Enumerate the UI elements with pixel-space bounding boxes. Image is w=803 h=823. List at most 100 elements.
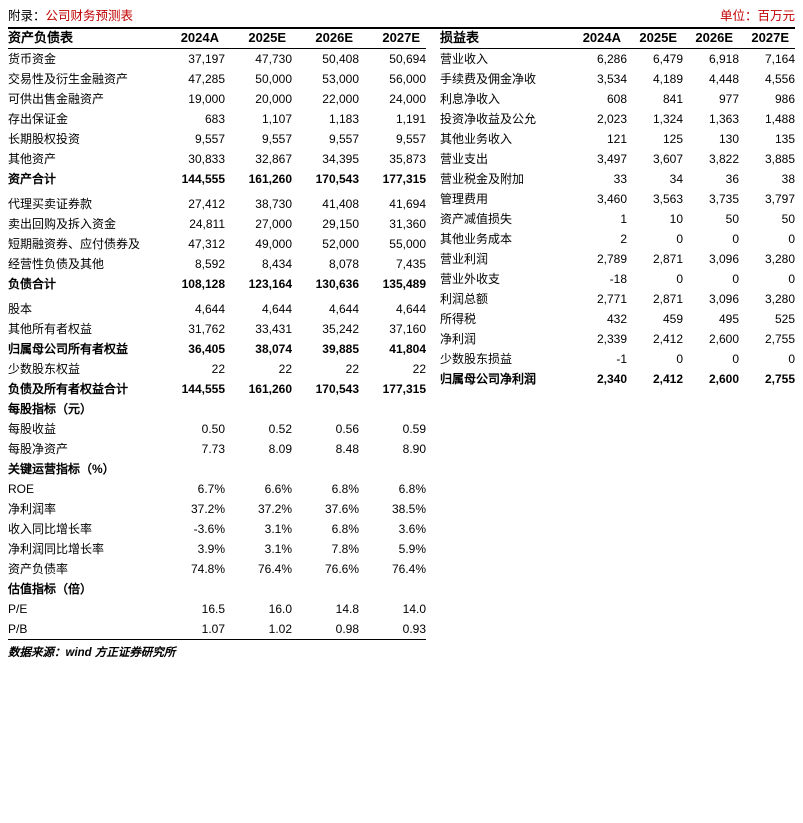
row-label: 每股收益 bbox=[8, 421, 57, 436]
row-value: 144,555 bbox=[181, 381, 225, 396]
row-value: 4,644 bbox=[328, 301, 359, 316]
row-value: 39,885 bbox=[322, 341, 359, 356]
balance-sheet-table: 资产负债表 2024A 2025E 2026E 2027E 货币资金 37,197… bbox=[8, 29, 426, 639]
row-value: 27,000 bbox=[255, 216, 292, 231]
row-value: 35,873 bbox=[389, 151, 426, 166]
row-label: ROE bbox=[8, 481, 35, 496]
header-title-group: 附录：公司财务预测表 bbox=[8, 5, 133, 24]
table-row: 收入同比增长率 -3.6% 3.1% 6.8% 3.6% bbox=[8, 519, 426, 539]
row-label: 其他业务收入 bbox=[440, 131, 513, 146]
row-value: 3,607 bbox=[652, 151, 683, 166]
row-value: 37,197 bbox=[188, 51, 225, 66]
row-value bbox=[292, 399, 359, 419]
unit-label: 单位：百万元 bbox=[719, 9, 795, 23]
tables-container: 资产负债表 2024A 2025E 2026E 2027E 货币资金 37,197… bbox=[8, 29, 795, 660]
row-value: -18 bbox=[609, 271, 627, 286]
row-label: 其他资产 bbox=[8, 151, 57, 166]
balance-sheet-col-0: 2024A bbox=[158, 29, 225, 49]
row-label: 估值指标（倍） bbox=[8, 581, 93, 596]
row-value: 0 bbox=[788, 271, 795, 286]
row-value: 2,755 bbox=[764, 371, 795, 386]
row-label: 货币资金 bbox=[8, 51, 57, 66]
row-value: 2,871 bbox=[652, 251, 683, 266]
row-value: 0 bbox=[732, 351, 739, 366]
row-value: 76.6% bbox=[324, 561, 359, 576]
row-value: 161,260 bbox=[248, 171, 292, 186]
table-row: 其他资产 30,833 32,867 34,395 35,873 bbox=[8, 149, 426, 169]
row-value: 37.6% bbox=[324, 501, 359, 516]
row-label: 营业税金及附加 bbox=[440, 171, 525, 186]
row-value bbox=[359, 579, 426, 599]
row-value: 24,811 bbox=[189, 216, 225, 231]
row-value: 1 bbox=[620, 211, 627, 226]
table-row: 关键运营指标（%） bbox=[8, 459, 426, 479]
table-row: 代理买卖证券款 27,412 38,730 41,408 41,694 bbox=[8, 194, 426, 214]
row-value: 2,771 bbox=[596, 291, 627, 306]
row-value: 977 bbox=[718, 91, 739, 106]
row-value: 22 bbox=[278, 361, 292, 376]
table-row: 营业收入 6,286 6,479 6,918 7,164 bbox=[440, 49, 795, 70]
row-value: 1,191 bbox=[395, 111, 426, 126]
row-value: 2,871 bbox=[652, 291, 683, 306]
table-row: 资产负债率 74.8% 76.4% 76.6% 76.4% bbox=[8, 559, 426, 579]
row-value: 0 bbox=[732, 231, 739, 246]
row-value: 41,408 bbox=[322, 196, 359, 211]
row-value: 3,280 bbox=[764, 251, 795, 266]
row-value: 37,160 bbox=[389, 321, 426, 336]
row-value: 1.07 bbox=[201, 621, 225, 636]
row-value: 0 bbox=[732, 271, 739, 286]
income-statement-col-2: 2026E bbox=[683, 29, 739, 49]
row-value: 130,636 bbox=[315, 276, 359, 291]
row-value: 4,556 bbox=[764, 71, 795, 86]
row-value: 2,023 bbox=[596, 111, 627, 126]
row-value: 130 bbox=[718, 131, 739, 146]
row-label: 营业支出 bbox=[440, 151, 489, 166]
row-label: 可供出售金融资产 bbox=[8, 91, 105, 106]
table-row: 估值指标（倍） bbox=[8, 579, 426, 599]
row-label: P/B bbox=[8, 621, 28, 636]
row-value: 161,260 bbox=[248, 381, 292, 396]
table-row: 营业外收支 -18 0 0 0 bbox=[440, 269, 795, 289]
row-value: 0.93 bbox=[402, 621, 426, 636]
table-row: 营业支出 3,497 3,607 3,822 3,885 bbox=[440, 149, 795, 169]
row-label: 短期融资券、应付债券及 bbox=[8, 236, 141, 251]
row-value: 50 bbox=[725, 211, 739, 226]
row-label: 负债合计 bbox=[8, 276, 57, 291]
row-value: 0.50 bbox=[201, 421, 225, 436]
row-value: 0 bbox=[676, 271, 683, 286]
balance-sheet-title: 资产负债表 bbox=[8, 29, 158, 49]
row-value: 170,543 bbox=[315, 381, 359, 396]
row-value: 31,360 bbox=[389, 216, 426, 231]
row-value: 47,285 bbox=[188, 71, 225, 86]
row-value: 36,405 bbox=[188, 341, 225, 356]
income-statement-col-3: 2027E bbox=[739, 29, 795, 49]
row-value: 22 bbox=[211, 361, 225, 376]
row-label: 资产合计 bbox=[8, 171, 57, 186]
row-value: 38.5% bbox=[391, 501, 426, 516]
row-value: 3,534 bbox=[596, 71, 627, 86]
row-label: 归属母公司所有者权益 bbox=[8, 341, 129, 356]
header-divider bbox=[8, 27, 795, 29]
row-value bbox=[158, 399, 225, 419]
row-value: 29,150 bbox=[322, 216, 359, 231]
table-row: 可供出售金融资产 19,000 20,000 22,000 24,000 bbox=[8, 89, 426, 109]
table-row: 净利润同比增长率 3.9% 3.1% 7.8% 5.9% bbox=[8, 539, 426, 559]
row-value: 0.56 bbox=[335, 421, 359, 436]
row-value: 33 bbox=[613, 171, 627, 186]
income-statement-col-1: 2025E bbox=[627, 29, 683, 49]
row-value: 0.52 bbox=[268, 421, 292, 436]
row-value: 3.1% bbox=[264, 521, 292, 536]
row-value: 22 bbox=[345, 361, 359, 376]
row-value: 8.90 bbox=[402, 441, 426, 456]
row-value: 8.48 bbox=[335, 441, 359, 456]
row-value bbox=[225, 579, 292, 599]
table-row: 手续费及佣金净收 3,534 4,189 4,448 4,556 bbox=[440, 69, 795, 89]
table-row: 净利润 2,339 2,412 2,600 2,755 bbox=[440, 329, 795, 349]
source-note: 数据来源：wind 方正证券研究所 bbox=[8, 647, 176, 659]
row-value: 1,363 bbox=[708, 111, 739, 126]
row-value: 14.8 bbox=[335, 601, 359, 616]
row-value: 135 bbox=[774, 131, 795, 146]
balance-sheet-col-3: 2027E bbox=[359, 29, 426, 49]
row-value: 495 bbox=[718, 311, 739, 326]
table-row: 资产减值损失 1 10 50 50 bbox=[440, 209, 795, 229]
